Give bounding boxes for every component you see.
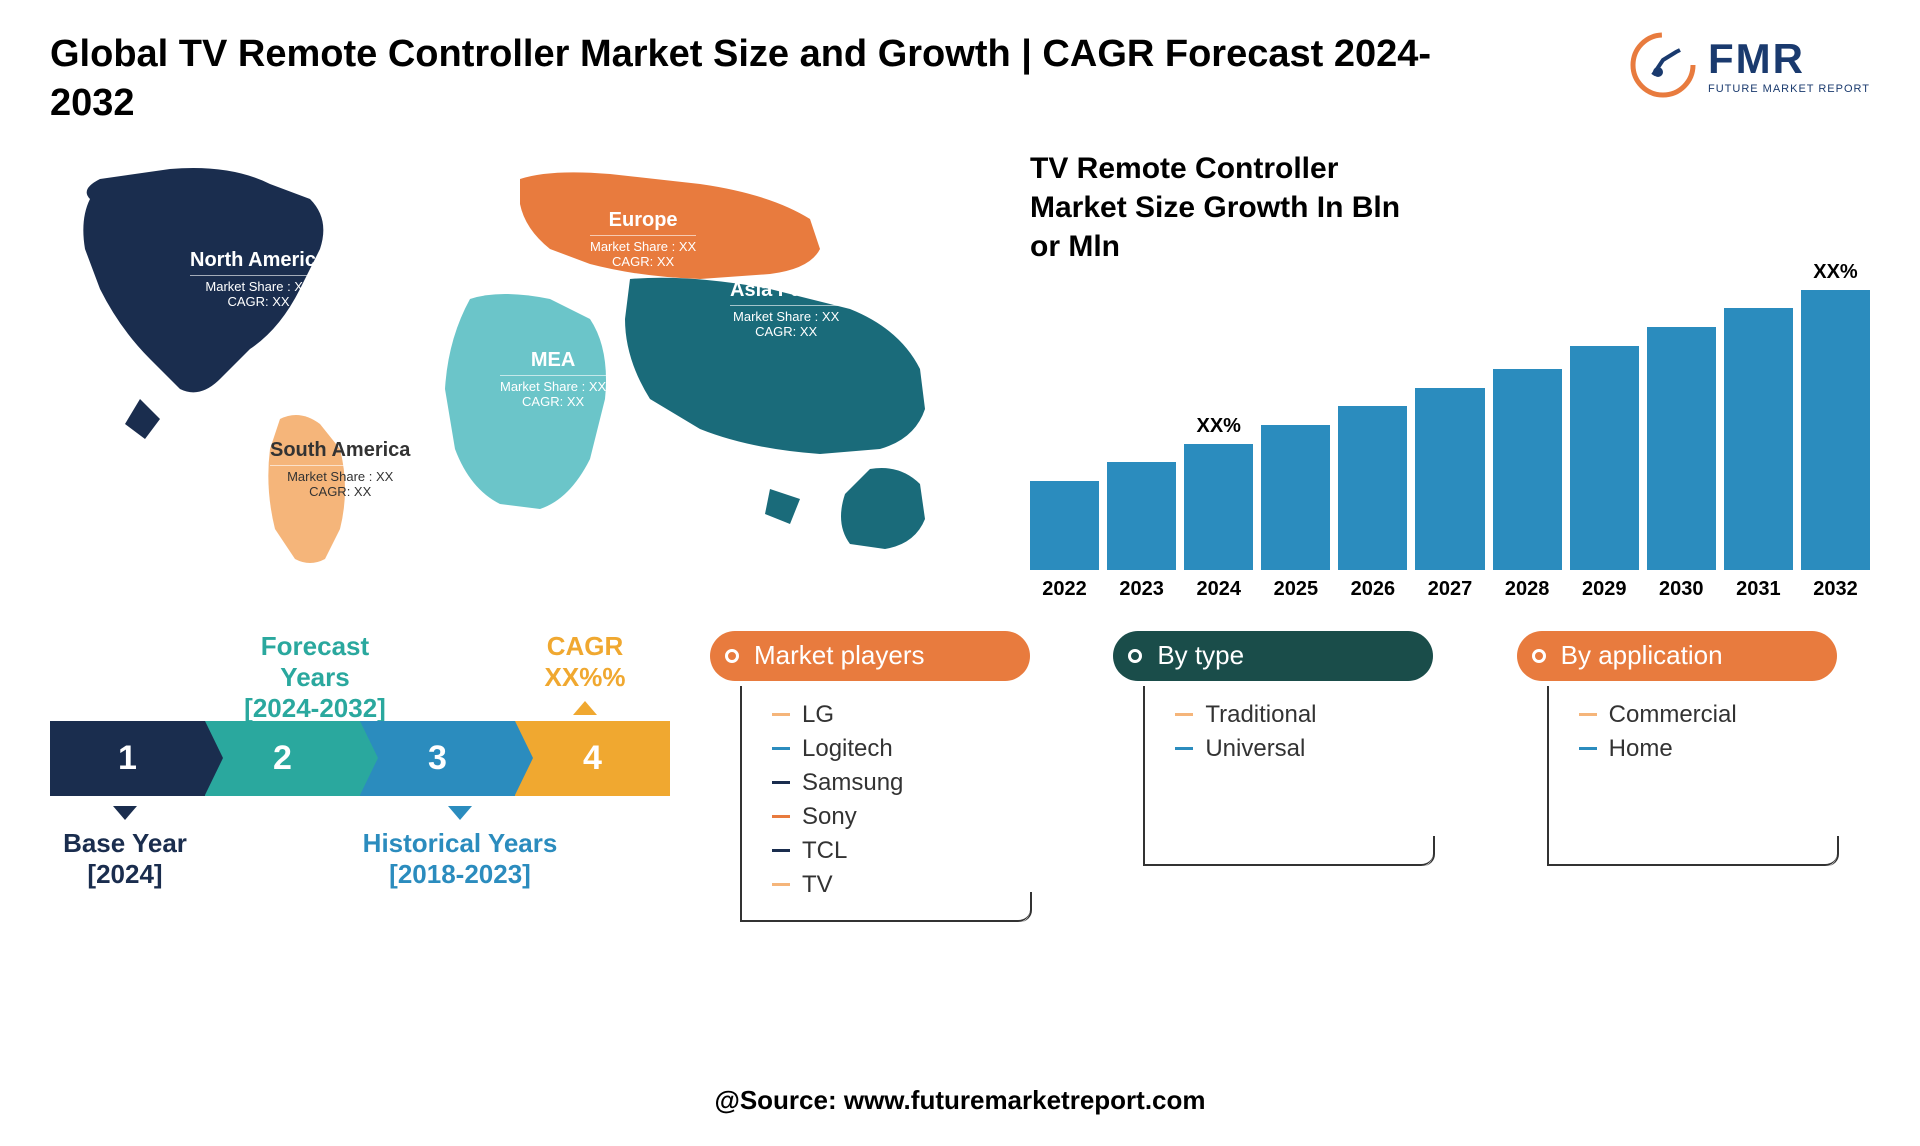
page-title: Global TV Remote Controller Market Size …	[50, 30, 1450, 129]
timeline-seg-4: 4	[515, 721, 670, 796]
bar-2027: 2027	[1415, 359, 1484, 601]
bar-2029: 2029	[1570, 317, 1639, 601]
pill-item: Universal	[1175, 735, 1413, 763]
bar-2032: XX%2032	[1801, 261, 1870, 601]
pill-by-application: By application Commercial Home	[1517, 631, 1870, 922]
region-south-america: South AmericaMarket Share : XXCAGR: XX	[270, 439, 410, 499]
bars-container: 20222023XX%20242025202620272028202920302…	[1030, 281, 1870, 601]
bar-2023: 2023	[1107, 433, 1176, 600]
bar-2025: 2025	[1261, 396, 1330, 601]
pill-item: TCL	[772, 837, 1010, 865]
pill-item: LG	[772, 701, 1010, 729]
bar-2030: 2030	[1647, 298, 1716, 601]
forecast-text: Forecast Years	[225, 631, 405, 693]
region-asia-pacific: Asia PacificMarket Share : XXCAGR: XX	[730, 279, 842, 339]
logo-text-sub: FUTURE MARKET REPORT	[1708, 83, 1870, 95]
source-text: @Source: www.futuremarketreport.com	[714, 1085, 1205, 1116]
pill-header: Market players	[710, 631, 1030, 681]
base-range: [2024]	[50, 859, 200, 890]
pill-item: Sony	[772, 803, 1010, 831]
historical-range: [2018-2023]	[350, 859, 570, 890]
timeline-seg-1: 1	[50, 721, 205, 796]
region-mea: MEAMarket Share : XXCAGR: XX	[500, 349, 606, 409]
logo-icon	[1628, 30, 1698, 100]
pill-item: TV	[772, 871, 1010, 899]
bar-2024: XX%2024	[1184, 415, 1253, 601]
pill-item: Commercial	[1579, 701, 1817, 729]
bar-chart: TV Remote Controller Market Size Growth …	[1030, 149, 1870, 601]
pill-body: Commercial Home	[1547, 686, 1837, 866]
cagr-label: CAGR XX%%	[535, 631, 635, 715]
pill-market-players: Market players LG Logitech Samsung Sony TCL TV	[710, 631, 1063, 922]
pills-row: Market players LG Logitech Samsung Sony TCL TV…	[710, 631, 1870, 922]
pill-item: Logitech	[772, 735, 1010, 763]
logo: FMR FUTURE MARKET REPORT	[1628, 30, 1870, 100]
chart-title: TV Remote Controller Market Size Growth …	[1030, 149, 1430, 266]
world-map: North AmericaMarket Share : XXCAGR: XX So…	[50, 149, 1000, 569]
region-north-america: North AmericaMarket Share : XXCAGR: XX	[190, 249, 327, 309]
bar-2022: 2022	[1030, 452, 1099, 601]
forecast-range: [2024-2032]	[225, 693, 405, 724]
base-text: Base Year	[50, 828, 200, 859]
region-europe: EuropeMarket Share : XXCAGR: XX	[590, 209, 696, 269]
cagr-text: CAGR	[535, 631, 635, 662]
base-label: Base Year [2024]	[50, 806, 200, 890]
pill-by-type: By type Traditional Universal	[1113, 631, 1466, 922]
timeline-bar: 1234	[50, 721, 670, 796]
bar-2028: 2028	[1493, 340, 1562, 601]
timeline-seg-3: 3	[360, 721, 515, 796]
logo-text-main: FMR	[1708, 35, 1870, 83]
timeline: Forecast Years [2024-2032] CAGR XX%% 123…	[50, 631, 670, 906]
historical-label: Historical Years [2018-2023]	[350, 806, 570, 890]
timeline-seg-2: 2	[205, 721, 360, 796]
pill-item: Samsung	[772, 769, 1010, 797]
pill-header: By application	[1517, 631, 1837, 681]
bar-2026: 2026	[1338, 377, 1407, 600]
pill-item: Traditional	[1175, 701, 1413, 729]
pill-item: Home	[1579, 735, 1817, 763]
pill-body: LG Logitech Samsung Sony TCL TV	[740, 686, 1030, 922]
pill-body: Traditional Universal	[1143, 686, 1433, 866]
pill-header: By type	[1113, 631, 1433, 681]
historical-text: Historical Years	[350, 828, 570, 859]
cagr-value: XX%%	[535, 662, 635, 693]
bar-2031: 2031	[1724, 279, 1793, 600]
